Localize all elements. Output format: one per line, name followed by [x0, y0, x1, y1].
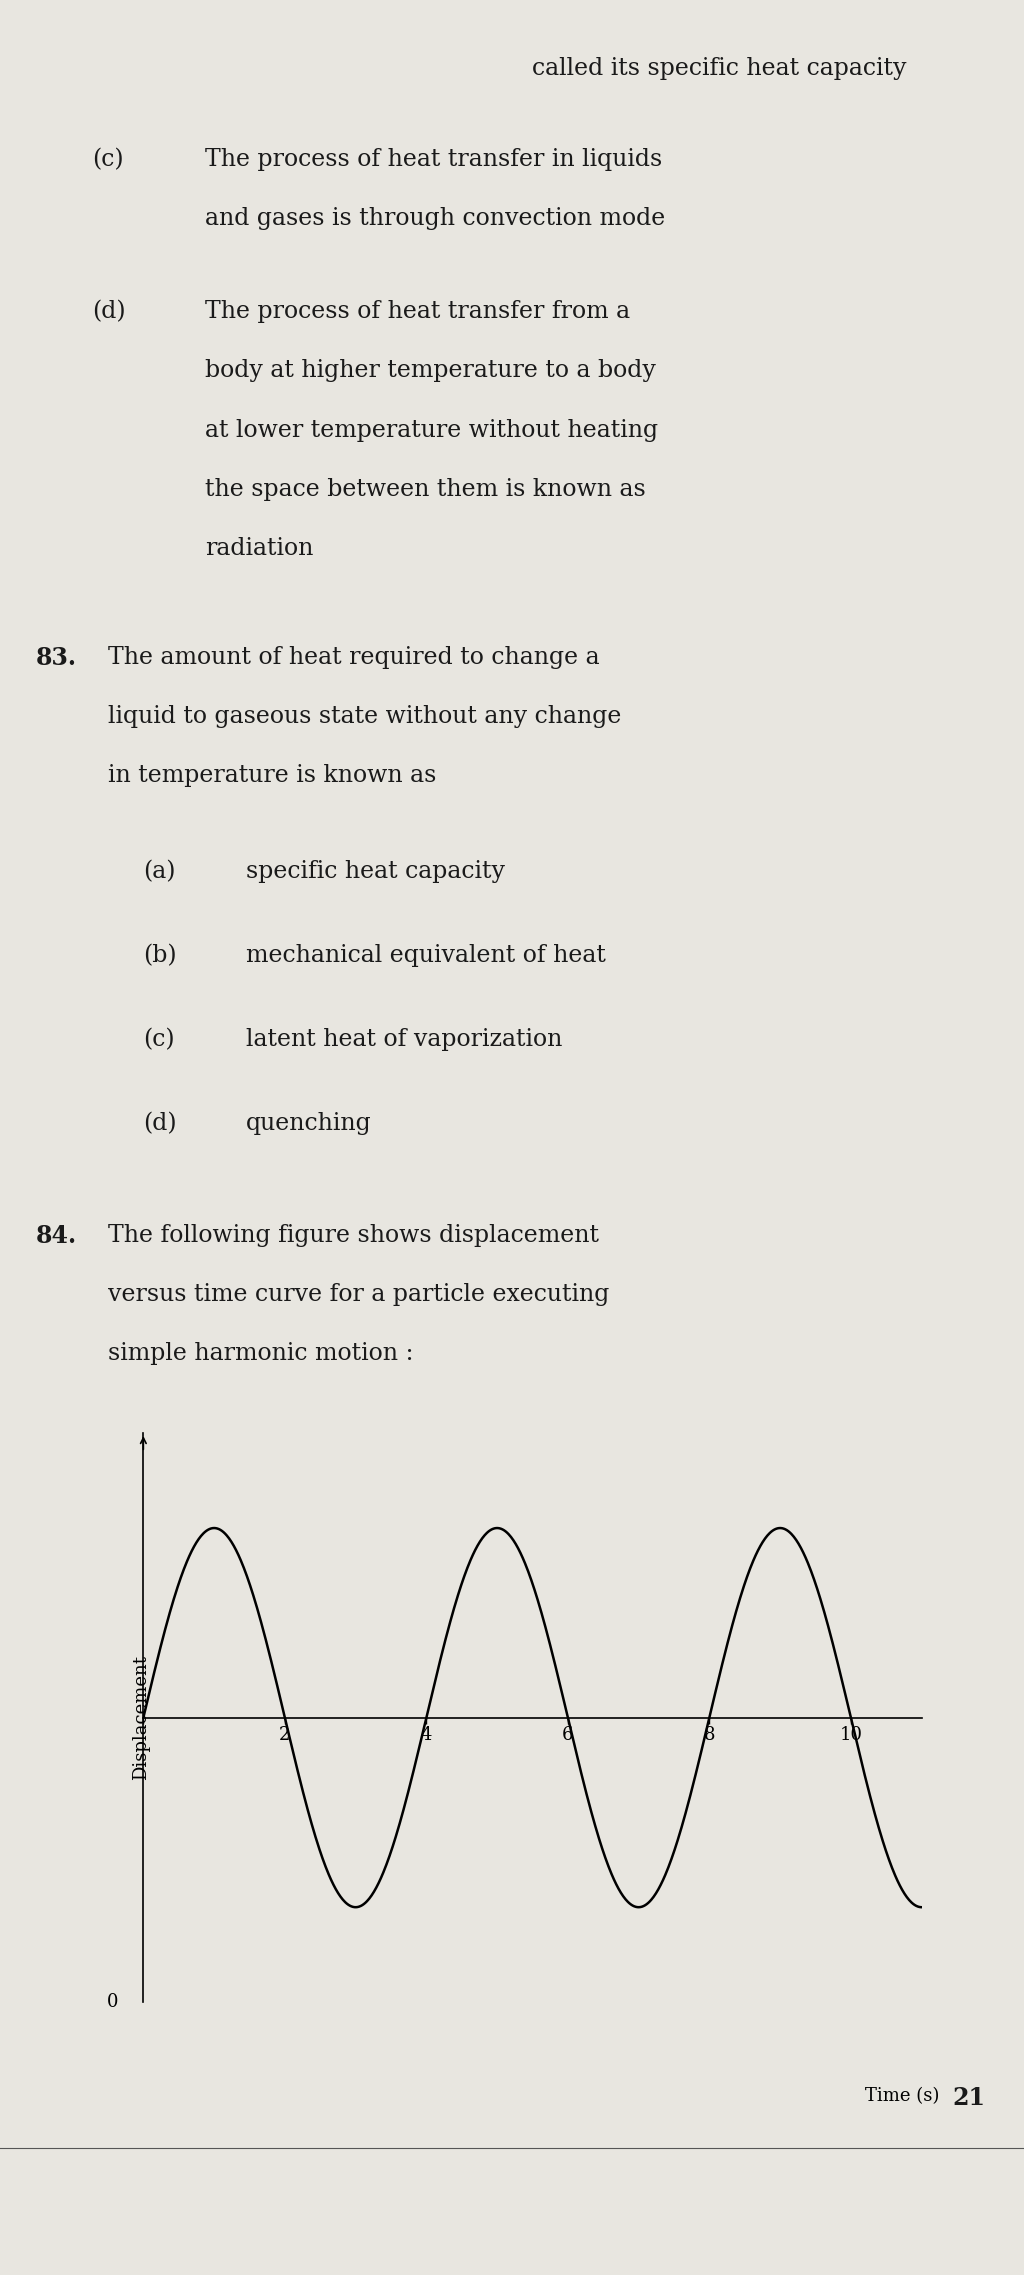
Text: in temperature is known as: in temperature is known as	[108, 764, 436, 787]
Text: quenching: quenching	[246, 1112, 372, 1135]
Text: The amount of heat required to change a: The amount of heat required to change a	[108, 646, 599, 669]
Text: and gases is through convection mode: and gases is through convection mode	[205, 207, 665, 230]
Text: at lower temperature without heating: at lower temperature without heating	[205, 419, 658, 441]
Text: radiation: radiation	[205, 537, 313, 560]
Text: (a): (a)	[143, 860, 176, 883]
Text: mechanical equivalent of heat: mechanical equivalent of heat	[246, 944, 605, 967]
Text: called its specific heat capacity: called its specific heat capacity	[532, 57, 907, 80]
Text: The following figure shows displacement: The following figure shows displacement	[108, 1224, 598, 1247]
Text: 84.: 84.	[36, 1224, 77, 1249]
Text: the space between them is known as: the space between them is known as	[205, 478, 645, 500]
Y-axis label: Displacement: Displacement	[131, 1656, 150, 1779]
Text: 0: 0	[108, 1993, 119, 2011]
Text: (d): (d)	[143, 1112, 177, 1135]
Text: versus time curve for a particle executing: versus time curve for a particle executi…	[108, 1283, 609, 1306]
Text: body at higher temperature to a body: body at higher temperature to a body	[205, 359, 655, 382]
Text: liquid to gaseous state without any change: liquid to gaseous state without any chan…	[108, 705, 621, 728]
Text: (c): (c)	[143, 1028, 175, 1051]
Text: simple harmonic motion :: simple harmonic motion :	[108, 1342, 413, 1365]
Text: Time (s): Time (s)	[865, 2088, 939, 2104]
Text: (c): (c)	[92, 148, 124, 171]
Text: The process of heat transfer from a: The process of heat transfer from a	[205, 300, 630, 323]
Text: latent heat of vaporization: latent heat of vaporization	[246, 1028, 562, 1051]
Text: specific heat capacity: specific heat capacity	[246, 860, 505, 883]
Text: 83.: 83.	[36, 646, 77, 671]
Text: The process of heat transfer in liquids: The process of heat transfer in liquids	[205, 148, 663, 171]
Text: (b): (b)	[143, 944, 177, 967]
Text: (d): (d)	[92, 300, 126, 323]
Text: 21: 21	[952, 2086, 985, 2111]
